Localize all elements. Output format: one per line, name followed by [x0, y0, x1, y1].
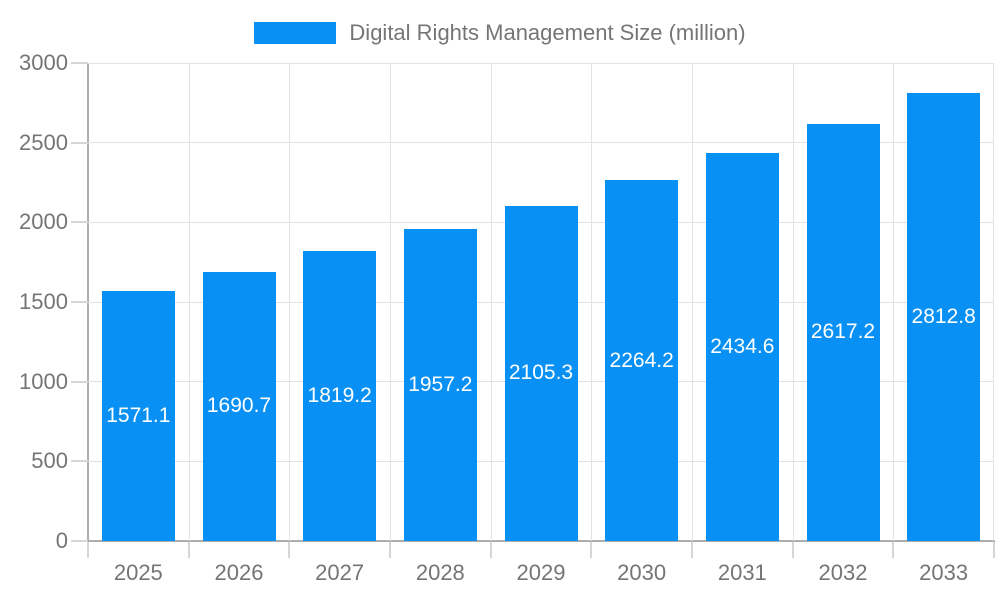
- y-axis-label: 1000: [19, 368, 68, 394]
- y-axis-label: 2500: [19, 129, 68, 155]
- bar-2030[interactable]: [605, 180, 679, 541]
- x-axis-label: 2028: [415, 560, 465, 585]
- x-gridline: [390, 63, 391, 541]
- x-axis-label: 2033: [919, 560, 969, 585]
- x-gridline: [993, 63, 994, 541]
- bar-2032[interactable]: [806, 124, 880, 541]
- bar-2027[interactable]: [303, 251, 377, 541]
- y-axis-tick: [71, 301, 88, 303]
- bar-value-label: 2264.2: [609, 348, 674, 372]
- x-axis-label: 2031: [717, 560, 767, 585]
- bar-value-label: 1819.2: [307, 384, 372, 408]
- y-axis-tick: [71, 62, 88, 64]
- x-gridline: [692, 63, 693, 541]
- x-gridline: [188, 63, 190, 541]
- x-axis-tick: [288, 542, 291, 558]
- x-axis-tick: [489, 542, 492, 558]
- x-gridline: [490, 63, 492, 541]
- x-axis-label: 2032: [818, 560, 868, 585]
- bar-value-label: 2617.2: [810, 320, 876, 344]
- y-axis-tick: [71, 141, 88, 144]
- y-gridline: [88, 142, 994, 144]
- bar-2033[interactable]: [907, 92, 981, 541]
- bar-value-label: 2105.3: [508, 361, 574, 385]
- y-axis-label: 500: [31, 448, 68, 474]
- y-axis-label: 0: [55, 528, 68, 553]
- bar-2029[interactable]: [504, 205, 578, 541]
- x-axis-line: [87, 540, 995, 542]
- y-gridline: [88, 62, 994, 64]
- x-axis-tick: [87, 542, 89, 558]
- x-axis-tick: [892, 542, 895, 558]
- legend-swatch-icon: [254, 22, 337, 44]
- y-axis-label: 1500: [19, 289, 68, 314]
- x-axis-label: 2026: [214, 560, 264, 585]
- bar-value-label: 1957.2: [408, 373, 473, 397]
- y-axis-tick: [71, 380, 88, 383]
- bar-2026[interactable]: [202, 271, 276, 541]
- bar-value-label: 2434.6: [710, 335, 775, 359]
- y-axis-label: 3000: [19, 50, 68, 75]
- x-axis-tick: [791, 542, 794, 558]
- legend-label: Digital Rights Management Size (million): [349, 20, 746, 45]
- bar-value-label: 1571.1: [106, 403, 171, 427]
- x-axis-tick: [993, 542, 995, 558]
- y-axis-tick: [71, 460, 88, 463]
- x-axis-tick: [590, 542, 593, 558]
- bar-2025[interactable]: [101, 290, 175, 541]
- x-axis-tick: [187, 542, 190, 558]
- x-axis-tick: [691, 542, 693, 558]
- x-gridline: [792, 63, 794, 541]
- y-axis-label: 2000: [19, 209, 68, 235]
- bar-value-label: 1690.7: [206, 394, 272, 418]
- y-axis-tick: [71, 540, 88, 542]
- x-axis-label: 2025: [113, 560, 163, 585]
- x-axis-label: 2027: [315, 560, 365, 585]
- x-axis-label: 2030: [617, 560, 667, 585]
- y-axis-tick: [71, 221, 88, 224]
- x-gridline: [289, 63, 291, 541]
- x-gridline: [591, 63, 593, 541]
- legend[interactable]: Digital Rights Management Size (million): [0, 20, 1000, 46]
- bar-2028[interactable]: [403, 229, 477, 541]
- bar-2031[interactable]: [705, 153, 779, 541]
- bar-value-label: 2812.8: [911, 304, 976, 328]
- x-axis-tick: [389, 542, 391, 558]
- plot-area: 1571.1 1690.7 1819.2 1957.2 2105.3 2264.2 2434…: [88, 62, 994, 541]
- x-gridline: [893, 63, 895, 541]
- x-axis-label: 2029: [516, 560, 566, 585]
